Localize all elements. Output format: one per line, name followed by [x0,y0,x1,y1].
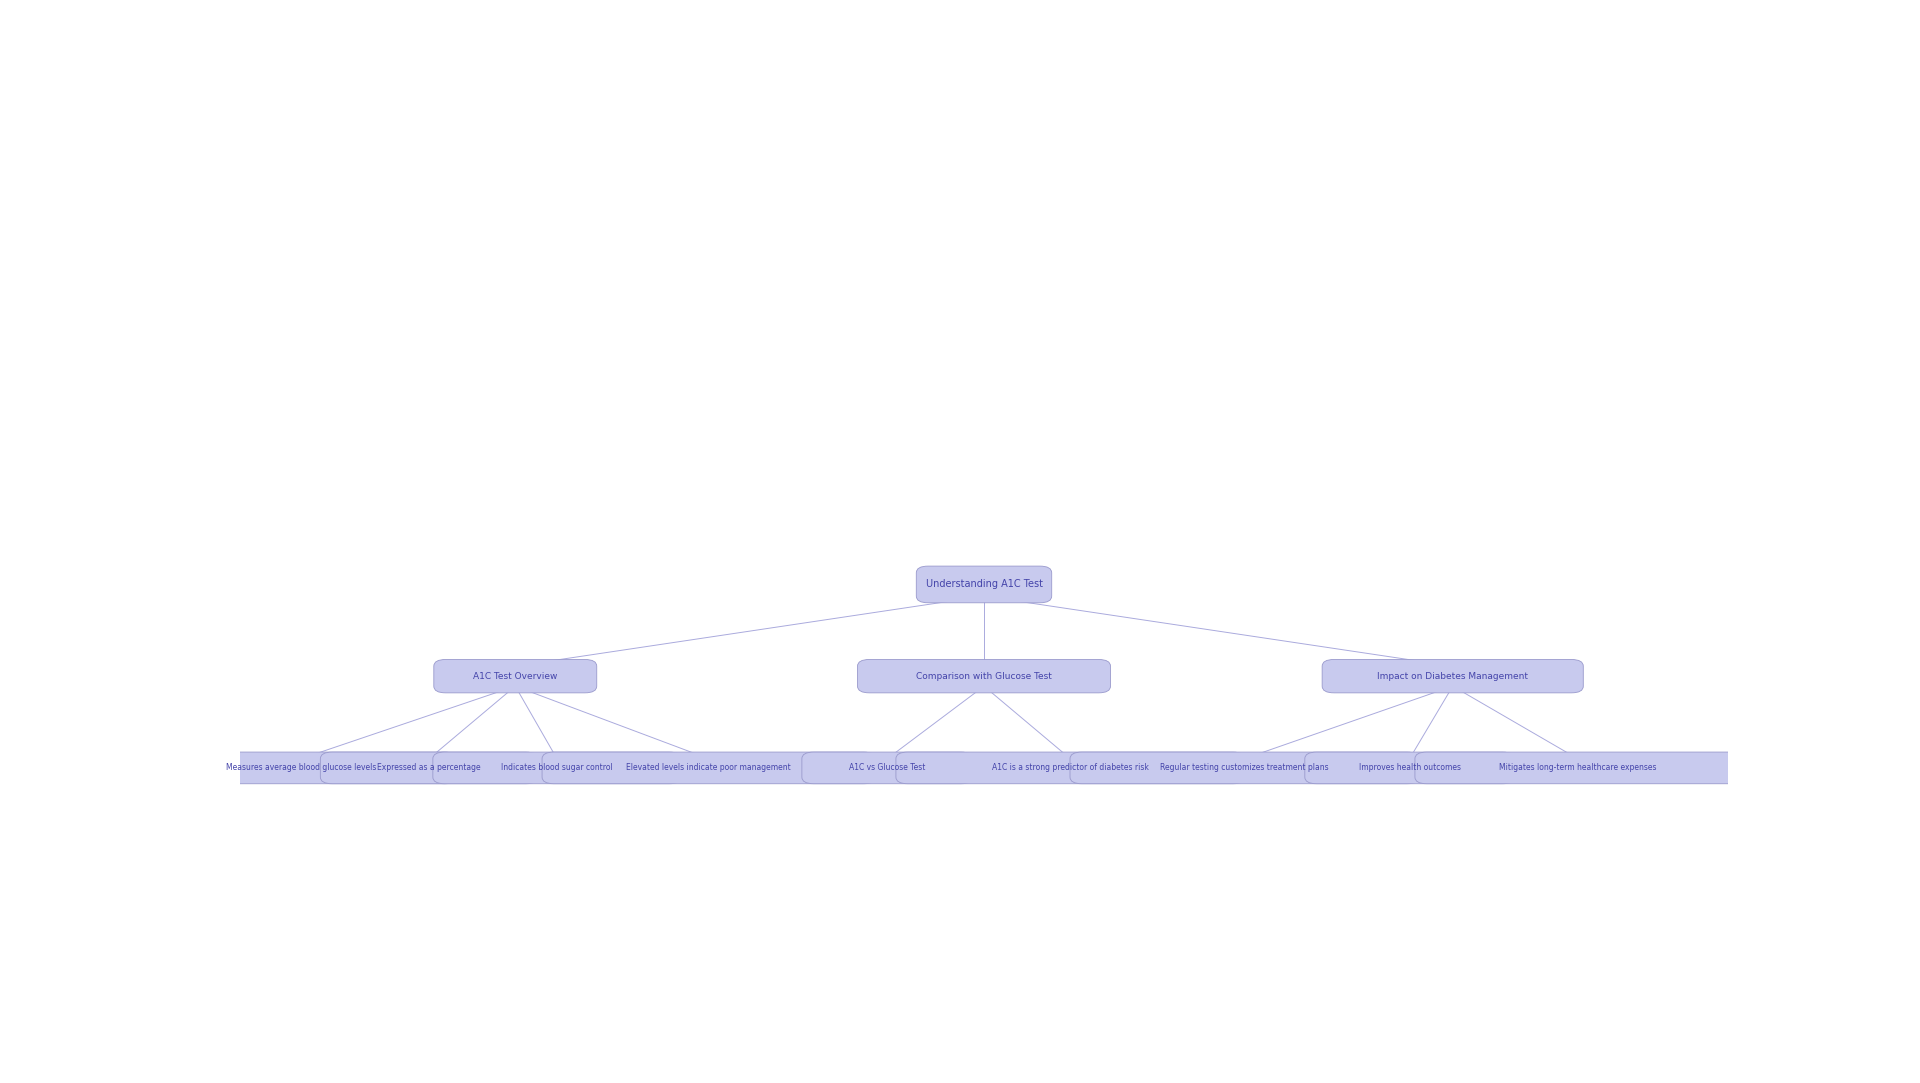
Text: Mitigates long-term healthcare expenses: Mitigates long-term healthcare expenses [1500,764,1657,772]
Text: Improves health outcomes: Improves health outcomes [1359,764,1461,772]
Text: Comparison with Glucose Test: Comparison with Glucose Test [916,671,1052,681]
Text: Understanding A1C Test: Understanding A1C Test [925,579,1043,589]
FancyBboxPatch shape [541,752,876,784]
FancyBboxPatch shape [1306,752,1515,784]
FancyBboxPatch shape [321,752,538,784]
Text: Regular testing customizes treatment plans: Regular testing customizes treatment pla… [1160,764,1329,772]
FancyBboxPatch shape [434,660,597,693]
Text: Measures average blood glucose levels: Measures average blood glucose levels [227,764,376,772]
Text: A1C vs Glucose Test: A1C vs Glucose Test [849,764,925,772]
FancyBboxPatch shape [803,752,973,784]
FancyBboxPatch shape [146,752,457,784]
FancyBboxPatch shape [916,566,1052,603]
FancyBboxPatch shape [1069,752,1419,784]
Text: Expressed as a percentage: Expressed as a percentage [376,764,480,772]
FancyBboxPatch shape [858,660,1110,693]
Text: Impact on Diabetes Management: Impact on Diabetes Management [1377,671,1528,681]
Text: Indicates blood sugar control: Indicates blood sugar control [501,764,612,772]
FancyBboxPatch shape [1323,660,1584,693]
FancyBboxPatch shape [897,752,1244,784]
FancyBboxPatch shape [1415,752,1741,784]
Text: A1C Test Overview: A1C Test Overview [472,671,557,681]
Text: Elevated levels indicate poor management: Elevated levels indicate poor management [626,764,791,772]
Text: A1C is a strong predictor of diabetes risk: A1C is a strong predictor of diabetes ri… [993,764,1148,772]
FancyBboxPatch shape [432,752,682,784]
